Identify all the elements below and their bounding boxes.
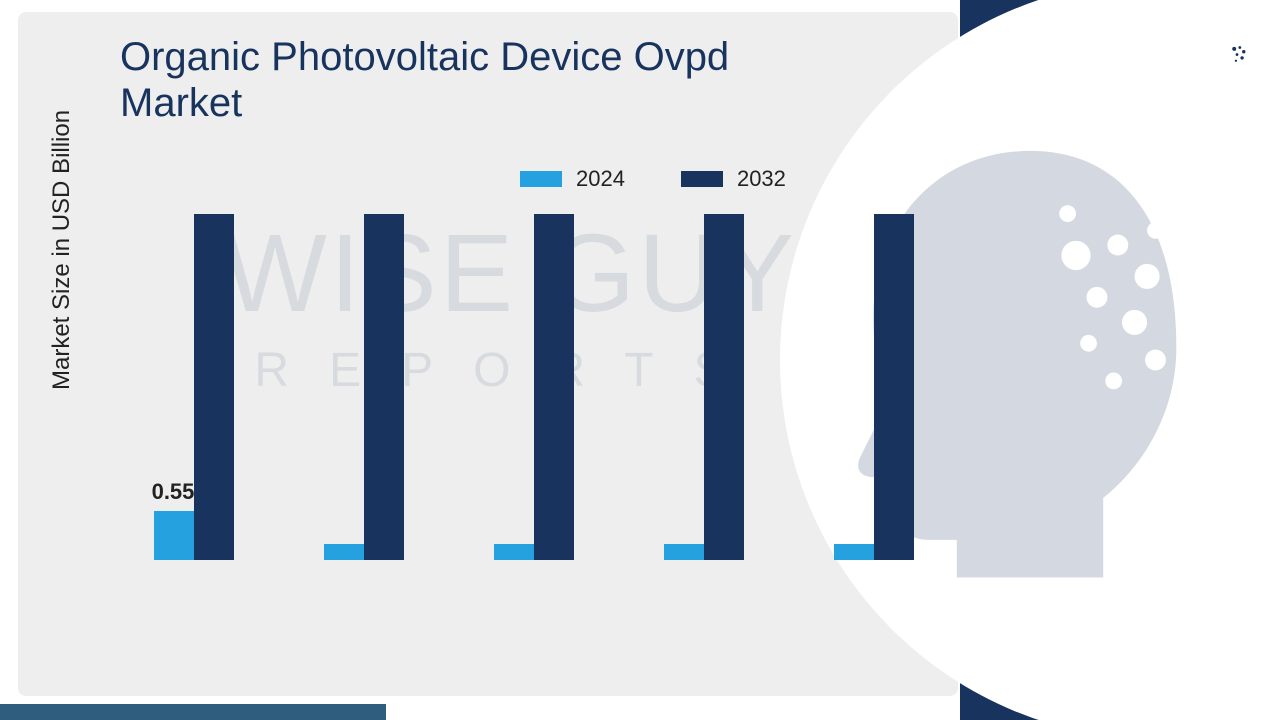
bar-2024: [494, 544, 534, 560]
bar-2032: [194, 214, 234, 561]
legend-label-2024: 2024: [576, 166, 625, 192]
legend-swatch-2032: [681, 171, 723, 187]
bottom-accent-strip: [0, 704, 386, 720]
stage: WISE GUY REPORTS Organic Photovoltaic De…: [0, 0, 1280, 720]
bar-2024: [324, 544, 364, 560]
bar-2032: [534, 214, 574, 561]
bar-2032: [364, 214, 404, 561]
legend-swatch-2024: [520, 171, 562, 187]
bar-2032: [704, 214, 744, 561]
brand-block: WISE GUY REPORTS: [1064, 30, 1252, 87]
legend: 2024 2032: [520, 166, 786, 192]
legend-item-2032: 2032: [681, 166, 786, 192]
chart-title: Organic Photovoltaic Device Ovpd Market: [120, 34, 860, 126]
bar-2032: [874, 214, 914, 561]
plot-area: 0.55NORTH AMERICAEUROPESOUTH AMERICAASIA…: [110, 200, 960, 560]
brand-head-icon: [1198, 32, 1258, 94]
legend-item-2024: 2024: [520, 166, 625, 192]
bar-2024: [664, 544, 704, 560]
bar-2024: [154, 511, 194, 561]
bar-2024: [834, 544, 874, 560]
y-axis-label: Market Size in USD Billion: [48, 110, 76, 390]
legend-label-2032: 2032: [737, 166, 786, 192]
